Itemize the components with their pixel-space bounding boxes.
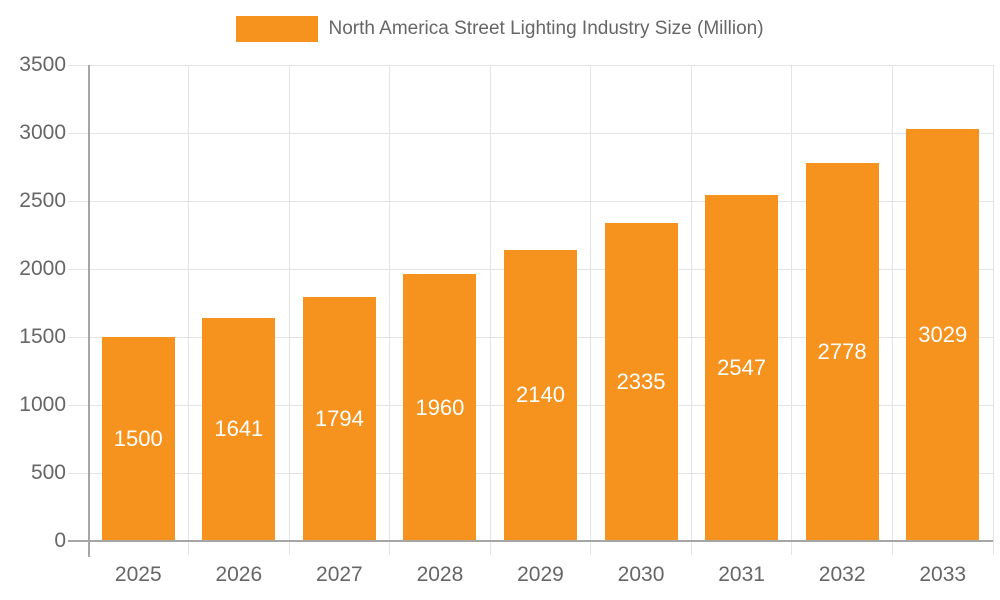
legend-swatch-icon	[236, 16, 319, 42]
bar: 1960	[403, 274, 477, 541]
bar-value-label: 1641	[214, 416, 264, 442]
bar: 2335	[604, 223, 678, 541]
x-tick-label: 2029	[517, 563, 564, 586]
x-tick-label: 2025	[114, 563, 162, 586]
x-tick-label: 2030	[617, 563, 665, 586]
bar: 2140	[504, 249, 577, 541]
bar: 1500	[101, 337, 175, 541]
v-gridline	[288, 65, 290, 555]
h-gridline	[68, 64, 993, 66]
x-tick-label: 2026	[215, 563, 263, 586]
legend: North America Street Lighting Industry S…	[0, 16, 1000, 42]
y-axis-line	[88, 65, 90, 557]
bar-value-label: 2778	[817, 339, 867, 365]
bar: 1641	[202, 317, 276, 541]
x-tick-label: 2028	[416, 563, 464, 586]
bar-value-label: 2140	[516, 382, 565, 408]
y-tick-label: 3000	[19, 121, 66, 144]
x-tick-label: 2032	[818, 563, 866, 586]
v-gridline	[590, 65, 592, 555]
plot-area: 1500 2025 1641 2026 1794 2027 1960 2028 2140 2029…	[68, 64, 994, 586]
x-tick-label: 2031	[718, 563, 765, 586]
x-tick-label: 2033	[919, 563, 967, 586]
y-tick-label: 2000	[19, 257, 66, 280]
bar-value-label: 1500	[113, 426, 163, 451]
y-tick-label: 1000	[19, 393, 66, 416]
y-tick-label: 2500	[19, 189, 66, 212]
v-gridline	[791, 65, 793, 555]
legend-label: North America Street Lighting Industry S…	[328, 18, 764, 39]
v-gridline	[891, 65, 893, 555]
v-gridline	[389, 65, 391, 555]
y-tick-label: 500	[30, 461, 66, 484]
h-gridline	[68, 132, 993, 134]
v-gridline	[690, 65, 692, 555]
x-tick-label: 2027	[316, 563, 363, 586]
v-gridline	[489, 65, 491, 555]
bar: 2547	[705, 194, 779, 541]
v-gridline	[188, 65, 190, 555]
y-axis-labels: 0 500 1000 1500 2000 2500 3000 3500	[0, 53, 66, 552]
x-axis-line	[68, 540, 993, 542]
bar: 2778	[805, 163, 879, 541]
bar-value-label: 1794	[314, 406, 364, 432]
h-gridline	[68, 200, 993, 202]
v-gridline	[992, 65, 994, 555]
bar: 3029	[906, 129, 980, 541]
y-tick-label: 0	[54, 529, 66, 552]
bar-value-label: 2335	[616, 369, 666, 395]
bar: 1794	[302, 297, 376, 541]
bar-value-label: 2547	[717, 354, 767, 380]
bar-value-label: 3029	[918, 322, 968, 348]
y-tick-label: 3500	[19, 53, 66, 76]
bar-value-label: 1960	[415, 394, 465, 420]
legend-item[interactable]: North America Street Lighting Industry S…	[236, 16, 764, 42]
y-tick-label: 1500	[19, 325, 66, 348]
